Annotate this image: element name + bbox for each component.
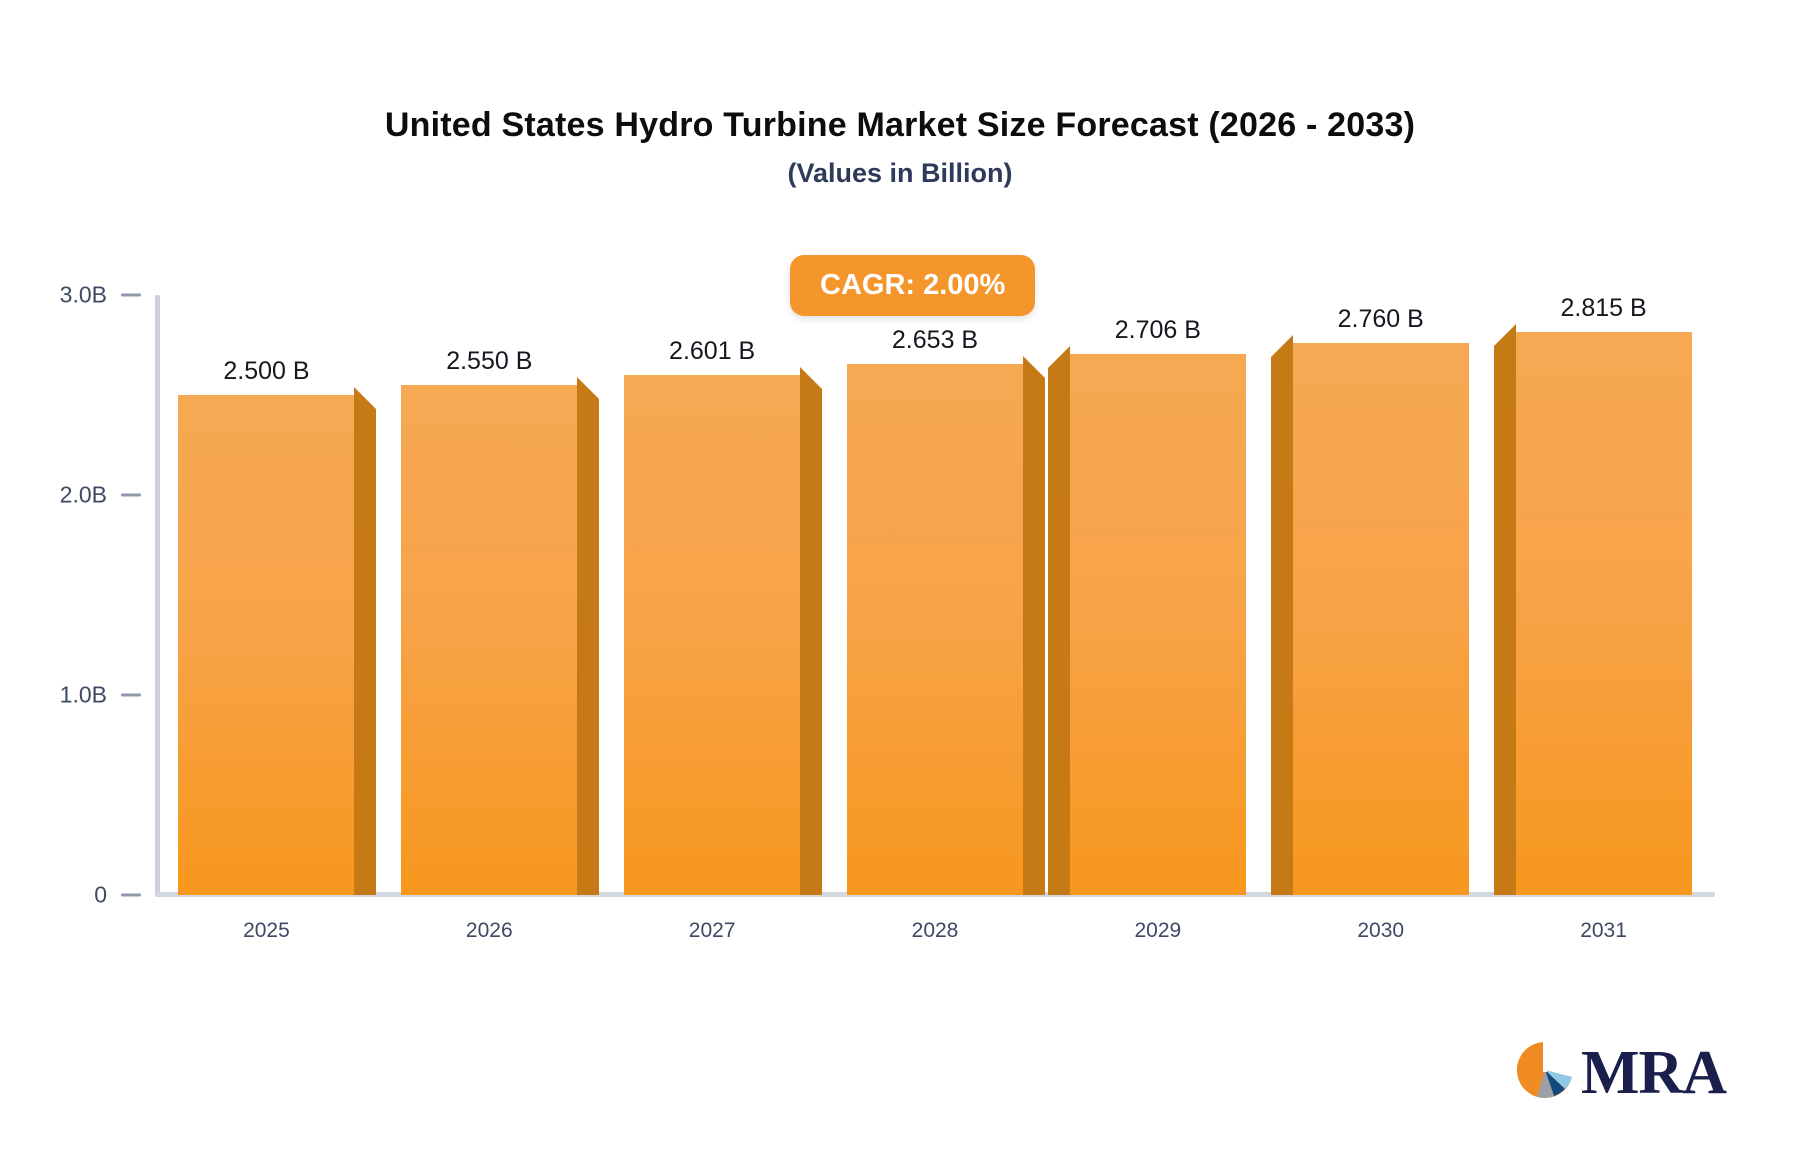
x-axis-label: 2029 xyxy=(1134,919,1182,942)
y-axis-tick-label: 2.0B xyxy=(59,481,107,508)
bar-value-label: 2.815 B xyxy=(1560,294,1647,322)
x-axis-label: 2030 xyxy=(1357,919,1405,942)
bar xyxy=(847,356,1045,895)
bar xyxy=(1270,335,1469,895)
bar-front-face xyxy=(847,364,1023,895)
bar-value-label: 2.706 B xyxy=(1114,315,1201,344)
bar-bevel xyxy=(354,387,377,409)
x-axis-label: 2026 xyxy=(465,919,513,942)
y-axis-tick-mark xyxy=(121,293,141,297)
bar xyxy=(178,387,377,895)
x-axis-label: 2028 xyxy=(911,919,959,942)
y-axis-tick-label: 0 xyxy=(94,881,107,908)
bar-side-face xyxy=(354,409,377,895)
bar-bevel xyxy=(1493,324,1516,346)
chart-subtitle: (Values in Billion) xyxy=(787,158,1013,188)
mra-logo: MRA xyxy=(1513,1038,1727,1107)
x-axis-label: 2027 xyxy=(688,919,736,942)
y-axis-tick-mark xyxy=(121,893,141,897)
bar-front-face xyxy=(1292,343,1469,895)
y-axis-tick-label: 1.0B xyxy=(59,681,107,708)
y-axis-tick-label: 3.0B xyxy=(59,281,107,308)
bar-front-face xyxy=(401,385,578,895)
bar xyxy=(1493,324,1692,895)
x-axis-label: 2025 xyxy=(243,919,290,942)
logo-text: MRA xyxy=(1581,1038,1727,1107)
bar-value-label: 2.760 B xyxy=(1337,305,1424,333)
title-block: United States Hydro Turbine Market Size … xyxy=(0,104,1800,190)
plot-area: 3.0B 2.0B 1.0B 0 2.500 B 2.550 B 2.601 B 2.653… xyxy=(60,282,1715,942)
y-axis-tick-mark xyxy=(121,693,141,697)
bar-bevel xyxy=(1023,356,1045,379)
bar xyxy=(624,366,823,895)
chart-title: United States Hydro Turbine Market Size … xyxy=(384,106,1416,144)
bar-front-face xyxy=(1515,332,1692,895)
bar-bevel xyxy=(1047,345,1070,368)
bar-value-label: 2.550 B xyxy=(446,347,533,375)
cagr-badge: CAGR: 2.00% xyxy=(790,255,1036,316)
bar-value-label: 2.601 B xyxy=(669,336,756,365)
y-axis-tick-mark xyxy=(121,493,141,497)
bar-side-face xyxy=(1047,367,1070,895)
bar-side-face xyxy=(1270,357,1293,895)
bar-value-label: 2.500 B xyxy=(223,357,310,385)
bar xyxy=(1047,345,1246,895)
bar-bevel xyxy=(577,377,600,399)
bar-front-face xyxy=(1069,353,1246,895)
bar-front-face xyxy=(178,395,355,895)
x-axis-label: 2031 xyxy=(1580,919,1627,942)
bar-side-face xyxy=(577,399,600,895)
bar-value-label: 2.653 B xyxy=(891,326,979,355)
bar-front-face xyxy=(624,374,801,895)
bar-side-face xyxy=(800,388,823,895)
bar-bevel xyxy=(1270,335,1293,357)
pie-chart-mark-icon xyxy=(1513,1038,1577,1107)
bar-side-face xyxy=(1493,346,1516,895)
bar-bevel xyxy=(800,366,823,389)
bar-side-face xyxy=(1023,378,1045,895)
y-axis-line xyxy=(155,295,160,895)
bar xyxy=(401,377,600,895)
